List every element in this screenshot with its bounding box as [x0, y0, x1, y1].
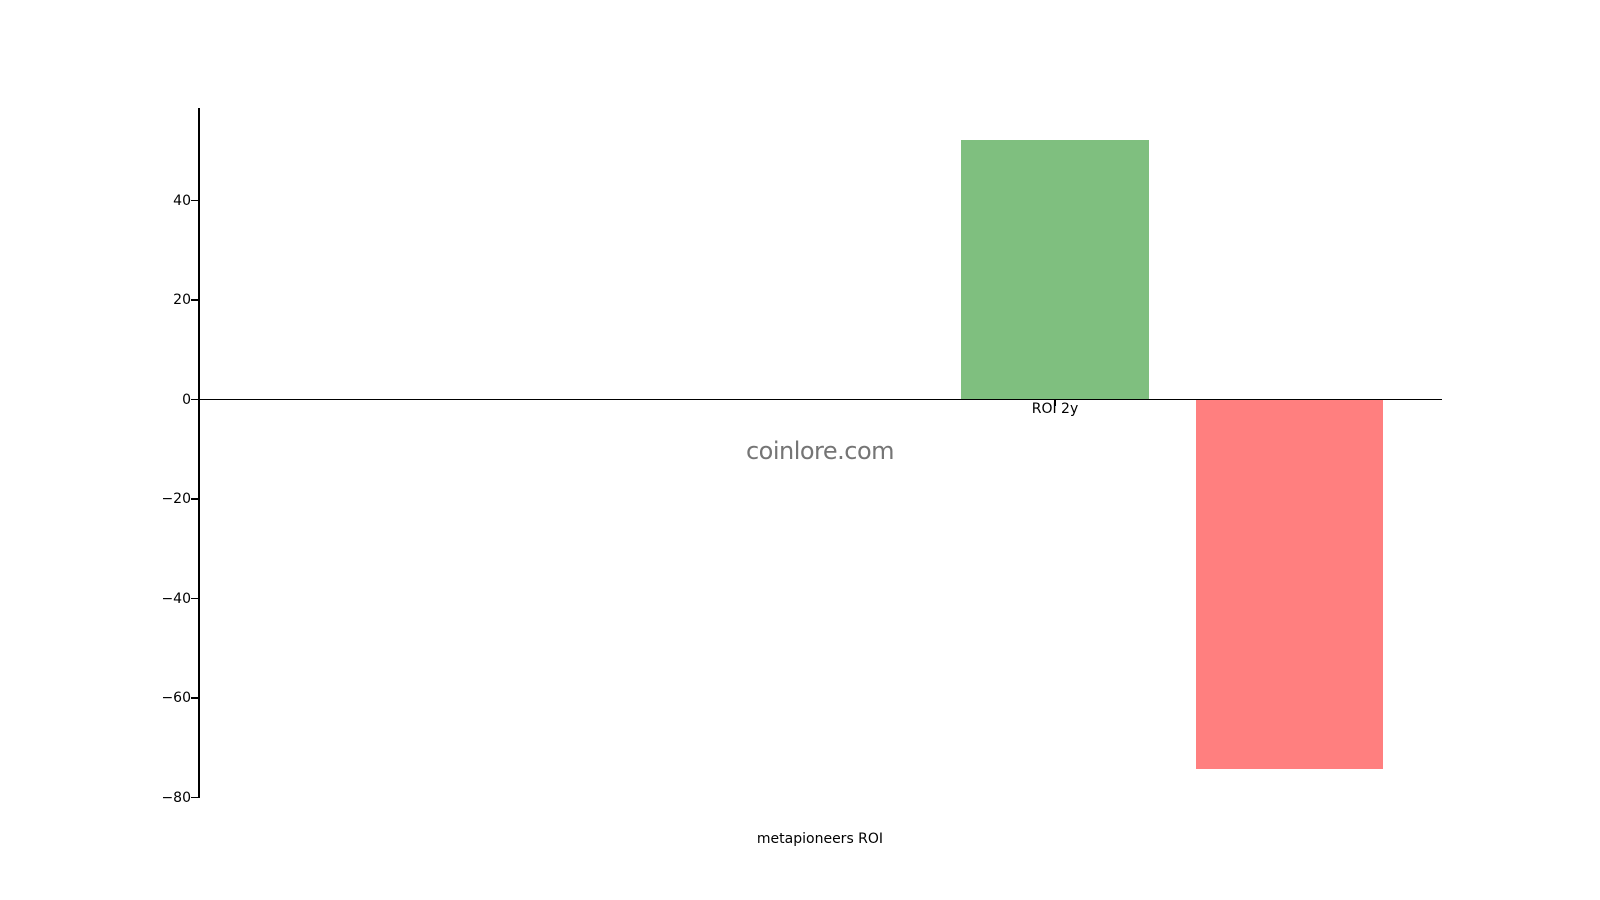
y-tick-mark [191, 697, 198, 699]
bar-unlabeled [1195, 399, 1384, 769]
watermark-text: coinlore.com [745, 437, 895, 465]
y-tick-label: −40 [161, 590, 191, 607]
y-tick-mark [191, 299, 198, 301]
y-tick-mark [191, 498, 198, 500]
x-axis-zero-line [198, 398, 1442, 401]
x-tick-label: ROI 2y [1031, 401, 1079, 417]
y-tick-mark [191, 597, 198, 600]
y-tick-mark [191, 398, 198, 401]
y-tick-label: 20 [173, 292, 191, 308]
y-axis-spine [198, 108, 200, 798]
y-tick-label: 0 [182, 391, 191, 408]
y-tick-label: 40 [173, 192, 191, 209]
x-tick-mark [1054, 400, 1056, 406]
y-tick-label: −20 [161, 491, 191, 507]
y-tick-label: −60 [161, 690, 191, 706]
y-tick-label: −80 [161, 789, 191, 806]
bar-ROI 2y [961, 140, 1149, 400]
y-tick-mark [191, 199, 198, 202]
y-tick-mark [191, 796, 198, 799]
x-axis-title: metapioneers ROI [756, 831, 884, 847]
